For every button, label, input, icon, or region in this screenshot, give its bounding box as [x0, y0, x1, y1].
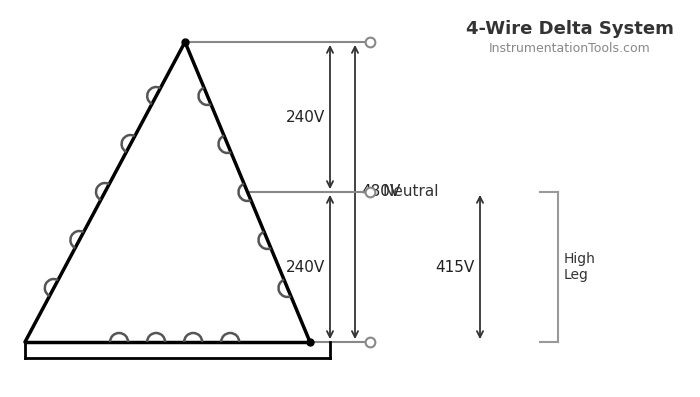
Text: Neutral: Neutral	[382, 185, 438, 200]
Text: InstrumentationTools.com: InstrumentationTools.com	[489, 42, 651, 56]
Text: 480V: 480V	[361, 185, 400, 200]
Text: 415V: 415V	[435, 260, 475, 274]
Text: High
Leg: High Leg	[564, 252, 596, 282]
Text: 240V: 240V	[286, 260, 325, 274]
Text: 4-Wire Delta System: 4-Wire Delta System	[466, 20, 674, 38]
Text: 240V: 240V	[286, 110, 325, 125]
